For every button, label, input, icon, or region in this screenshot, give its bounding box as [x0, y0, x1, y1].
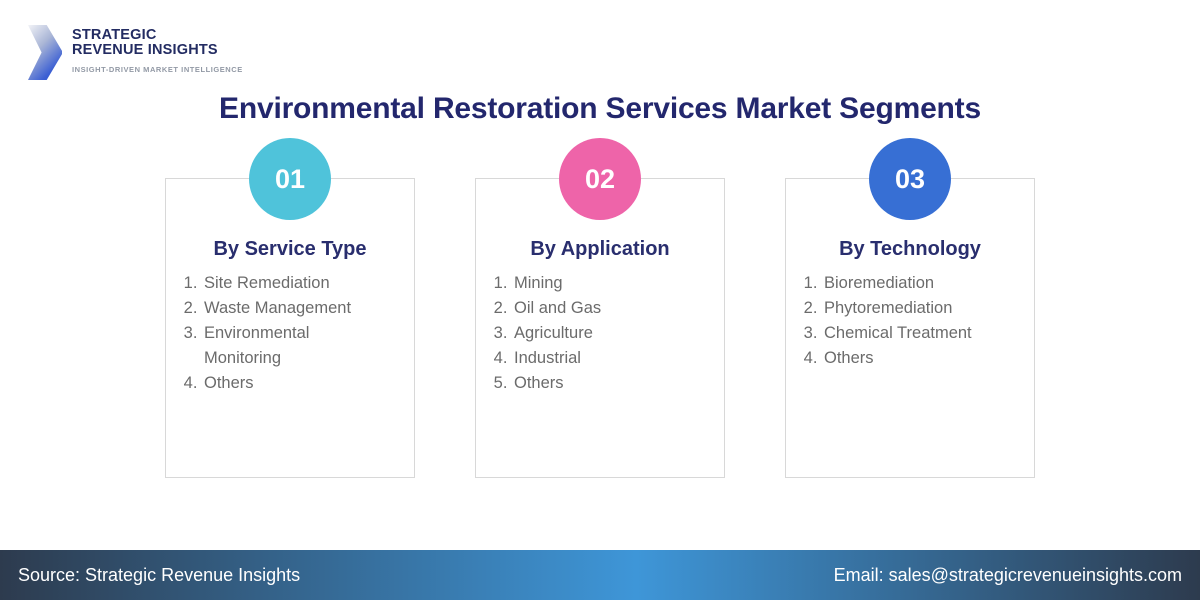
card-by-application: 02 By Application Mining Oil and Gas Agr… [475, 138, 725, 478]
list-item: Mining [512, 271, 690, 296]
card-heading: By Service Type [213, 238, 367, 260]
footer-bar: Source: Strategic Revenue Insights Email… [0, 550, 1200, 600]
list-item: Others [822, 346, 1000, 371]
card-heading: By Technology [839, 238, 981, 260]
card-item-list: Mining Oil and Gas Agriculture Industria… [476, 271, 724, 396]
logo-line-1: STRATEGIC [72, 27, 157, 43]
card-item-list: Bioremediation Phytoremediation Chemical… [786, 271, 1034, 371]
list-item: Environmental Monitoring [202, 321, 380, 371]
card-number-badge: 02 [559, 138, 641, 220]
logo-line-2: REVENUE INSIGHTS [72, 42, 218, 58]
page-title: Environmental Restoration Services Marke… [219, 92, 981, 125]
list-item: Phytoremediation [822, 296, 1000, 321]
footer-email-text: Email: sales@strategicrevenueinsights.co… [833, 564, 1182, 585]
logo-text: STRATEGIC REVENUE INSIGHTS INSIGHT-DRIVE… [72, 22, 243, 80]
card-number-badge: 03 [869, 138, 951, 220]
list-item: Oil and Gas [512, 296, 690, 321]
card-by-service-type: 01 By Service Type Site Remediation Wast… [165, 138, 415, 478]
list-item: Others [202, 371, 380, 396]
chevron-logo-icon [28, 25, 62, 80]
card-item-list: Site Remediation Waste Management Enviro… [166, 271, 414, 396]
logo-tagline: INSIGHT-DRIVEN MARKET INTELLIGENCE [72, 65, 243, 74]
list-item: Chemical Treatment [822, 321, 1000, 346]
list-item: Others [512, 371, 690, 396]
card-heading: By Application [530, 238, 670, 260]
card-by-technology: 03 By Technology Bioremediation Phytorem… [785, 138, 1035, 478]
list-item: Agriculture [512, 321, 690, 346]
list-item: Bioremediation [822, 271, 1000, 296]
list-item: Industrial [512, 346, 690, 371]
list-item: Waste Management [202, 296, 380, 321]
footer-source-text: Source: Strategic Revenue Insights [18, 564, 301, 585]
list-item: Site Remediation [202, 271, 380, 296]
card-number-badge: 01 [249, 138, 331, 220]
brand-logo: STRATEGIC REVENUE INSIGHTS INSIGHT-DRIVE… [28, 22, 243, 80]
